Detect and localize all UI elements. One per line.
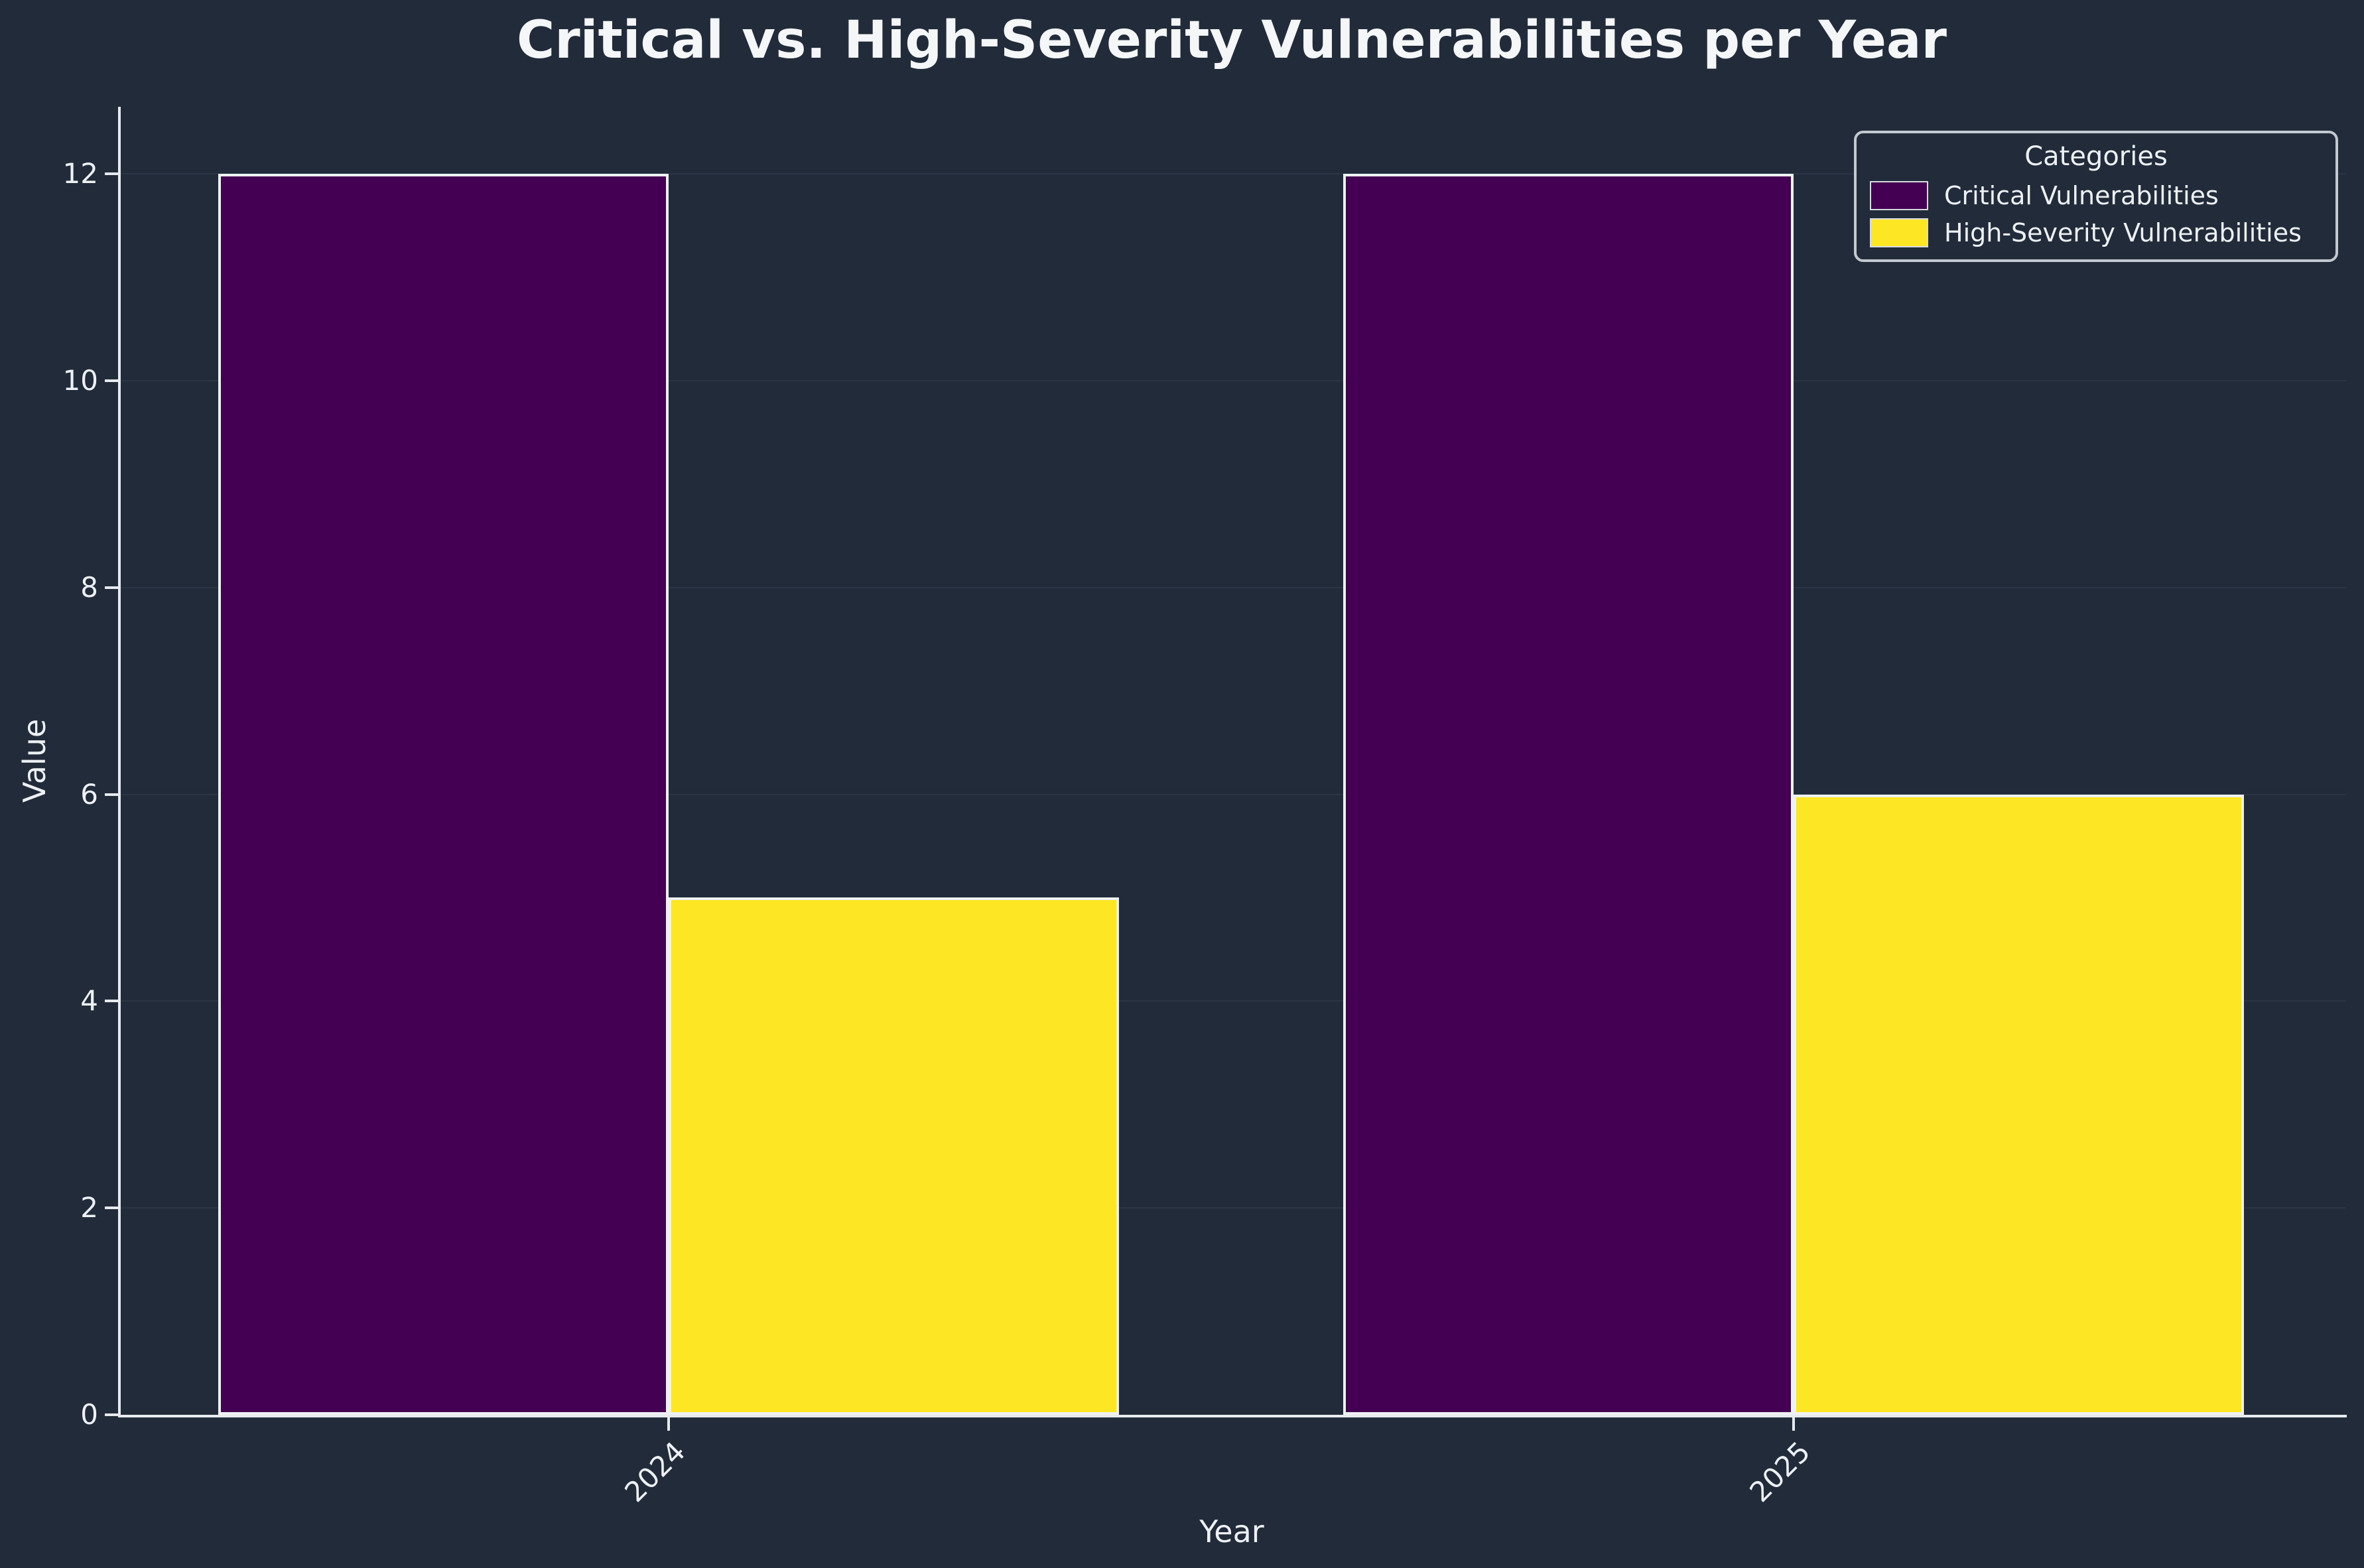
x-tick-2025	[1792, 1417, 1795, 1431]
y-tick-8	[105, 586, 118, 589]
gridline-6	[118, 793, 2346, 795]
gridline-8	[118, 586, 2346, 588]
y-tick-label-8: 8	[80, 570, 98, 604]
bar-critical-vulnerabilities-2025	[1343, 174, 1794, 1415]
legend-label-critical-vulnerabilities: Critical Vulnerabilities	[1944, 181, 2219, 210]
y-tick-10	[105, 379, 118, 382]
legend-swatch-high-severity-vulnerabilities	[1870, 218, 1928, 247]
gridline-10	[118, 379, 2346, 381]
legend-label-high-severity-vulnerabilities: High-Severity Vulnerabilities	[1944, 218, 2302, 247]
y-tick-12	[105, 172, 118, 175]
gridline-2	[118, 1207, 2346, 1209]
bar-critical-vulnerabilities-2024	[218, 174, 669, 1415]
y-tick-0	[105, 1413, 118, 1416]
legend: Categories Critical Vulnerabilities High-…	[1854, 131, 2338, 262]
x-axis-label: Year	[1199, 1514, 1264, 1549]
x-tick-label-2024: 2024	[618, 1435, 692, 1509]
y-tick-label-2: 2	[80, 1191, 98, 1224]
y-tick-6	[105, 793, 118, 796]
y-tick-label-0: 0	[80, 1398, 98, 1431]
legend-row-critical-vulnerabilities: Critical Vulnerabilities	[1870, 181, 2322, 210]
y-tick-4	[105, 1000, 118, 1003]
bar-high-severity-vulnerabilities-2025	[1794, 794, 2244, 1415]
gridline-12	[118, 173, 2346, 174]
y-tick-label-10: 10	[62, 363, 98, 397]
y-tick-label-6: 6	[80, 777, 98, 811]
x-tick-2024	[667, 1417, 670, 1431]
y-tick-label-12: 12	[62, 157, 98, 190]
bar-high-severity-vulnerabilities-2024	[669, 897, 1119, 1415]
chart-title: Critical vs. High-Severity Vulnerabiliti…	[517, 11, 1947, 70]
legend-items: Critical Vulnerabilities High-Severity Vu…	[1870, 181, 2322, 247]
x-tick-label-2025: 2025	[1743, 1435, 1817, 1509]
legend-row-high-severity-vulnerabilities: High-Severity Vulnerabilities	[1870, 218, 2322, 247]
y-tick-2	[105, 1207, 118, 1210]
legend-swatch-critical-vulnerabilities	[1870, 181, 1928, 210]
gridline-4	[118, 1000, 2346, 1002]
y-axis-label: Value	[17, 718, 52, 803]
legend-title: Categories	[2024, 141, 2168, 172]
y-axis-spine	[118, 107, 121, 1417]
y-tick-label-4: 4	[80, 984, 98, 1017]
x-axis-spine	[118, 1415, 2347, 1417]
